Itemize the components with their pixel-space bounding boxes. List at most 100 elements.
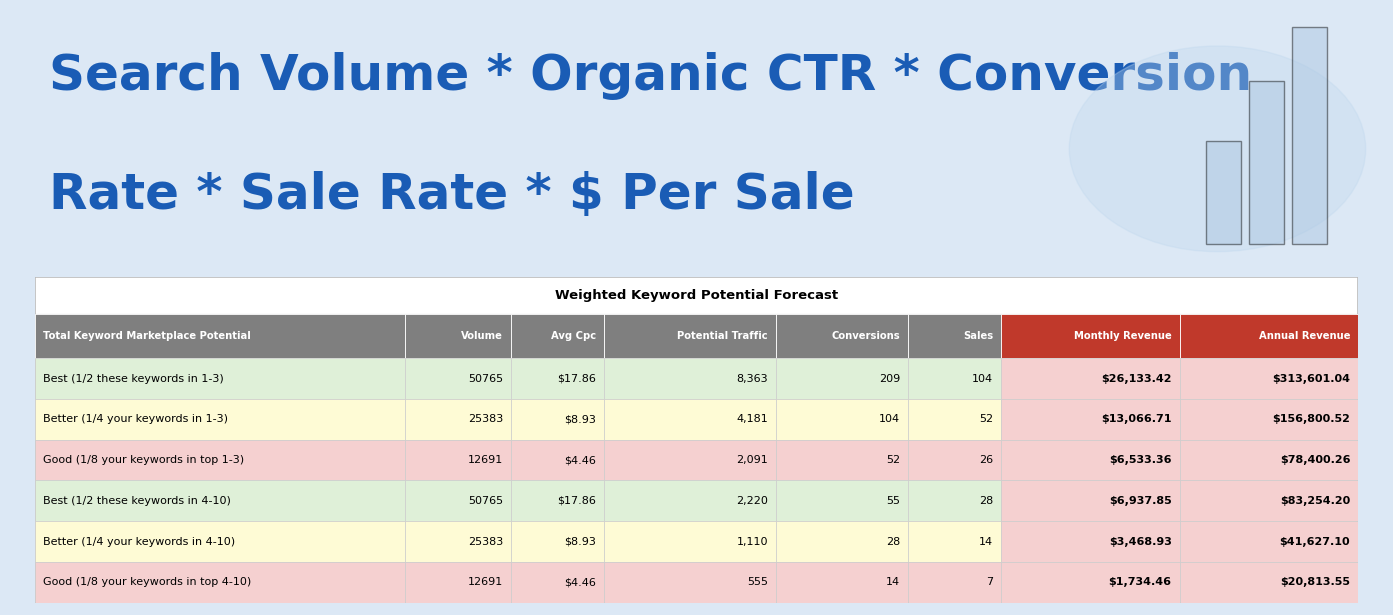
Text: Weighted Keyword Potential Forecast: Weighted Keyword Potential Forecast — [554, 289, 839, 302]
Text: Sales: Sales — [963, 331, 993, 341]
FancyBboxPatch shape — [511, 314, 605, 358]
FancyBboxPatch shape — [511, 399, 605, 440]
Text: Better (1/4 your keywords in 1-3): Better (1/4 your keywords in 1-3) — [43, 415, 228, 424]
FancyBboxPatch shape — [1000, 480, 1180, 522]
FancyBboxPatch shape — [908, 314, 1000, 358]
Text: Good (1/8 your keywords in top 4-10): Good (1/8 your keywords in top 4-10) — [43, 577, 251, 587]
FancyBboxPatch shape — [511, 480, 605, 522]
Text: 4,181: 4,181 — [737, 415, 768, 424]
FancyBboxPatch shape — [605, 480, 776, 522]
FancyBboxPatch shape — [35, 562, 405, 603]
Text: 26: 26 — [979, 455, 993, 465]
Text: 555: 555 — [747, 577, 768, 587]
FancyBboxPatch shape — [1180, 522, 1358, 562]
Text: 2,091: 2,091 — [737, 455, 768, 465]
FancyBboxPatch shape — [35, 522, 405, 562]
FancyBboxPatch shape — [1248, 81, 1284, 244]
FancyBboxPatch shape — [605, 399, 776, 440]
Text: 28: 28 — [979, 496, 993, 506]
Text: $156,800.52: $156,800.52 — [1272, 415, 1350, 424]
FancyBboxPatch shape — [1000, 522, 1180, 562]
Text: Total Keyword Marketplace Potential: Total Keyword Marketplace Potential — [43, 331, 251, 341]
Text: Annual Revenue: Annual Revenue — [1259, 331, 1350, 341]
Text: 52: 52 — [886, 455, 900, 465]
FancyBboxPatch shape — [405, 522, 511, 562]
Text: $1,734.46: $1,734.46 — [1109, 577, 1172, 587]
FancyBboxPatch shape — [405, 399, 511, 440]
FancyBboxPatch shape — [605, 358, 776, 399]
Circle shape — [1070, 46, 1365, 252]
FancyBboxPatch shape — [908, 522, 1000, 562]
FancyBboxPatch shape — [776, 522, 908, 562]
Text: Good (1/8 your keywords in top 1-3): Good (1/8 your keywords in top 1-3) — [43, 455, 244, 465]
Text: Best (1/2 these keywords in 1-3): Best (1/2 these keywords in 1-3) — [43, 373, 223, 384]
Text: 25383: 25383 — [468, 536, 503, 547]
FancyBboxPatch shape — [511, 440, 605, 480]
FancyBboxPatch shape — [35, 480, 405, 522]
FancyBboxPatch shape — [605, 522, 776, 562]
FancyBboxPatch shape — [35, 314, 405, 358]
Text: 28: 28 — [886, 536, 900, 547]
FancyBboxPatch shape — [1180, 440, 1358, 480]
Text: $26,133.42: $26,133.42 — [1100, 373, 1172, 384]
FancyBboxPatch shape — [908, 358, 1000, 399]
Text: 55: 55 — [886, 496, 900, 506]
Text: 12691: 12691 — [468, 577, 503, 587]
FancyBboxPatch shape — [511, 522, 605, 562]
FancyBboxPatch shape — [511, 358, 605, 399]
Text: $8.93: $8.93 — [564, 536, 596, 547]
FancyBboxPatch shape — [1000, 358, 1180, 399]
FancyBboxPatch shape — [776, 358, 908, 399]
Text: $4.46: $4.46 — [564, 455, 596, 465]
FancyBboxPatch shape — [1291, 27, 1326, 244]
FancyBboxPatch shape — [908, 562, 1000, 603]
FancyBboxPatch shape — [405, 562, 511, 603]
Text: $78,400.26: $78,400.26 — [1280, 455, 1350, 465]
Text: Better (1/4 your keywords in 4-10): Better (1/4 your keywords in 4-10) — [43, 536, 235, 547]
FancyBboxPatch shape — [1000, 562, 1180, 603]
Text: Potential Traffic: Potential Traffic — [677, 331, 768, 341]
FancyBboxPatch shape — [1000, 314, 1180, 358]
FancyBboxPatch shape — [1180, 399, 1358, 440]
FancyBboxPatch shape — [605, 314, 776, 358]
FancyBboxPatch shape — [405, 480, 511, 522]
Text: $17.86: $17.86 — [557, 496, 596, 506]
FancyBboxPatch shape — [35, 440, 405, 480]
FancyBboxPatch shape — [35, 358, 405, 399]
Text: Avg Cpc: Avg Cpc — [550, 331, 596, 341]
Text: 50765: 50765 — [468, 496, 503, 506]
FancyBboxPatch shape — [1180, 314, 1358, 358]
FancyBboxPatch shape — [908, 399, 1000, 440]
FancyBboxPatch shape — [776, 399, 908, 440]
Text: 104: 104 — [879, 415, 900, 424]
Text: $4.46: $4.46 — [564, 577, 596, 587]
Text: 12691: 12691 — [468, 455, 503, 465]
Text: Best (1/2 these keywords in 4-10): Best (1/2 these keywords in 4-10) — [43, 496, 231, 506]
Text: $41,627.10: $41,627.10 — [1280, 536, 1350, 547]
FancyBboxPatch shape — [776, 440, 908, 480]
FancyBboxPatch shape — [405, 358, 511, 399]
FancyBboxPatch shape — [605, 562, 776, 603]
Text: Monthly Revenue: Monthly Revenue — [1074, 331, 1172, 341]
Text: 7: 7 — [986, 577, 993, 587]
FancyBboxPatch shape — [908, 480, 1000, 522]
Text: $20,813.55: $20,813.55 — [1280, 577, 1350, 587]
FancyBboxPatch shape — [35, 277, 1358, 603]
Text: 14: 14 — [979, 536, 993, 547]
FancyBboxPatch shape — [511, 562, 605, 603]
FancyBboxPatch shape — [1180, 358, 1358, 399]
FancyBboxPatch shape — [776, 480, 908, 522]
Text: Volume: Volume — [461, 331, 503, 341]
Text: $13,066.71: $13,066.71 — [1100, 415, 1172, 424]
FancyBboxPatch shape — [1000, 440, 1180, 480]
Text: 2,220: 2,220 — [736, 496, 768, 506]
Text: Search Volume * Organic CTR * Conversion: Search Volume * Organic CTR * Conversion — [49, 52, 1252, 100]
FancyBboxPatch shape — [1180, 562, 1358, 603]
Text: 1,110: 1,110 — [737, 536, 768, 547]
FancyBboxPatch shape — [908, 440, 1000, 480]
Text: $83,254.20: $83,254.20 — [1280, 496, 1350, 506]
Text: $3,468.93: $3,468.93 — [1109, 536, 1172, 547]
Text: 209: 209 — [879, 373, 900, 384]
FancyBboxPatch shape — [405, 440, 511, 480]
FancyBboxPatch shape — [35, 399, 405, 440]
